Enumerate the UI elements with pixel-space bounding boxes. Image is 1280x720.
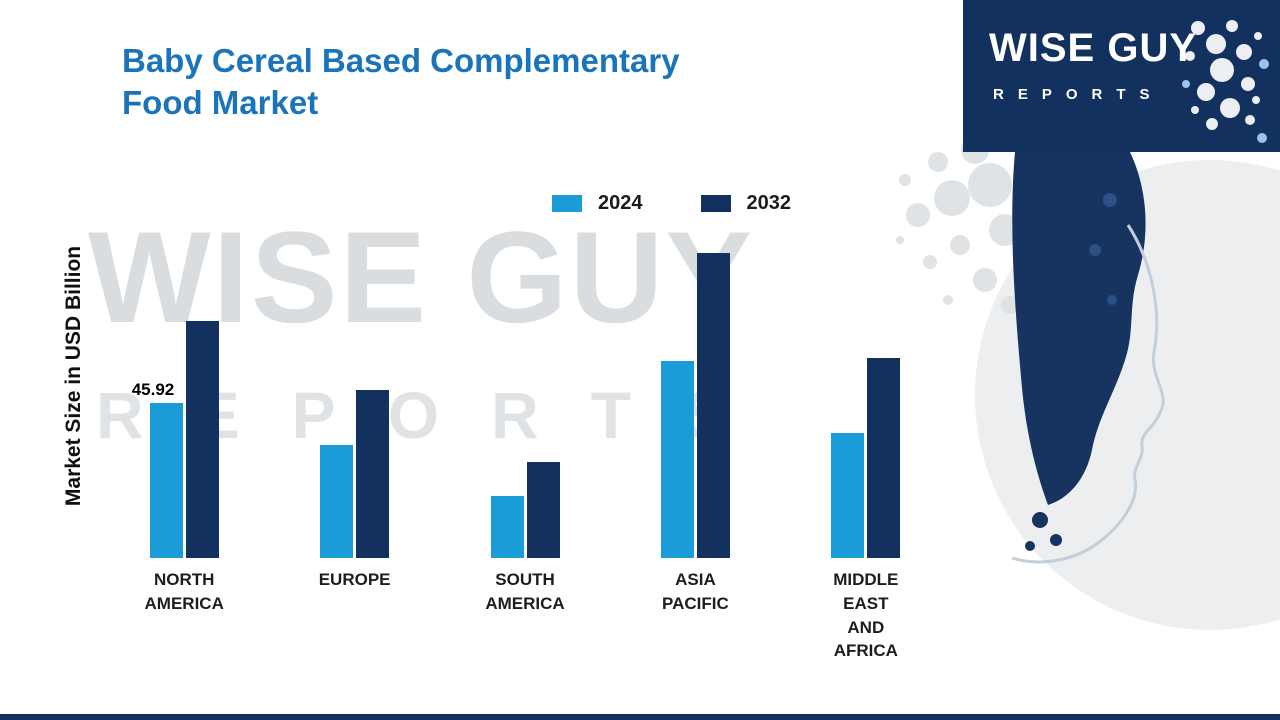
bar-pair <box>320 390 390 558</box>
legend: 2024 2032 <box>552 192 791 215</box>
bar-2032-south-america <box>526 462 560 558</box>
bar-2024-asia-pacific <box>660 361 694 558</box>
category-label-text: ASIA PACIFIC <box>662 570 729 613</box>
category-label-text: NORTH AMERICA <box>144 570 224 613</box>
legend-item-2024: 2024 <box>552 192 643 215</box>
bar-pair <box>490 462 560 558</box>
head-silhouette-icon <box>1012 152 1146 551</box>
bar-group-asia-pacific <box>610 238 780 558</box>
legend-swatch-2024 <box>552 195 582 212</box>
bar-2024-south-america <box>490 496 524 558</box>
bar-2032-europe <box>356 390 390 558</box>
bar-pair <box>660 253 730 558</box>
category-label-text: SOUTH AMERICA <box>485 570 565 613</box>
category-labels-row: NORTH AMERICA EUROPE SOUTH AMERICA ASIA PAC… <box>99 568 951 663</box>
legend-label-2024: 2024 <box>598 192 643 214</box>
footer-bar <box>0 714 1280 720</box>
bar-group-europe <box>269 238 439 558</box>
logo-subtitle: REPORTS <box>993 86 1164 103</box>
face-profile-icon <box>1011 224 1165 564</box>
bar-2024-north-america <box>149 403 183 558</box>
category-label-north-america: NORTH AMERICA <box>99 568 269 663</box>
bar-pair: 45.92 <box>132 321 219 558</box>
logo-title: WISE GUY <box>989 26 1198 70</box>
wiseguy-face-dots-icon <box>1182 20 1269 143</box>
legend-swatch-2032 <box>700 195 731 212</box>
watermark-line1: WISE GUY <box>88 204 755 350</box>
category-label-europe: EUROPE <box>269 568 439 663</box>
category-label-south-america: SOUTH AMERICA <box>440 568 610 663</box>
bar-group-south-america <box>440 238 610 558</box>
category-label-text: EUROPE <box>318 570 391 589</box>
bar-chart-plot-area: 45.92 <box>99 238 951 558</box>
bar-group-middle-east-and-africa <box>781 238 951 558</box>
y-axis-label: Market Size in USD Billion <box>62 245 85 507</box>
gray-circle-decoration <box>975 160 1280 630</box>
category-label-asia-pacific: ASIA PACIFIC <box>610 568 780 663</box>
bar-2032-middle-east-and-africa <box>867 358 901 558</box>
category-label-middle-east-and-africa: MIDDLE EAST AND AFRICA <box>781 568 951 663</box>
bar-pair <box>831 358 901 558</box>
page-title: Baby Cereal Based Complementary Food Mar… <box>122 42 680 122</box>
category-label-text: MIDDLE EAST AND AFRICA <box>833 570 899 661</box>
bar-2024-europe <box>320 445 354 558</box>
legend-item-2032: 2032 <box>700 192 792 215</box>
bar-2032-asia-pacific <box>696 253 730 558</box>
bar-2024-middle-east-and-africa <box>831 433 865 558</box>
bar-2032-north-america <box>185 321 219 558</box>
bar-group-north-america: 45.92 <box>99 238 269 558</box>
wiseguy-logo: WISE GUY REPORTS <box>963 0 1280 152</box>
bar-value-label: 45.92 <box>131 380 175 399</box>
legend-label-2032: 2032 <box>746 192 792 214</box>
